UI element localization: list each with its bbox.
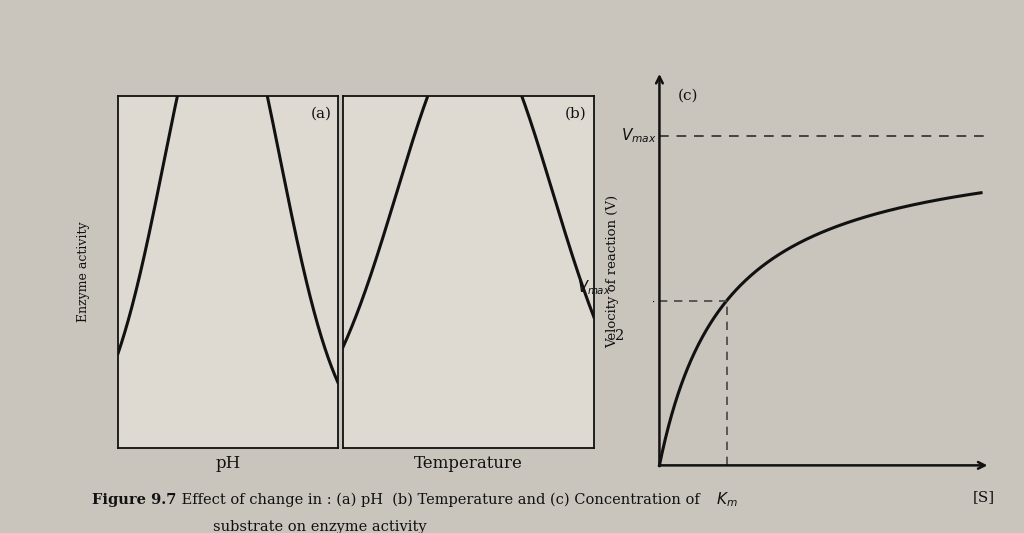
Text: (c): (c): [678, 89, 698, 103]
Text: $V_{max}$: $V_{max}$: [621, 126, 656, 145]
X-axis label: pH: pH: [215, 455, 241, 472]
Text: Figure 9.7: Figure 9.7: [92, 492, 176, 507]
Text: (a): (a): [310, 107, 332, 120]
Text: $K_m$: $K_m$: [716, 490, 737, 509]
X-axis label: Temperature: Temperature: [414, 455, 523, 472]
Text: 2: 2: [615, 329, 625, 343]
Text: $V_{max}$: $V_{max}$: [577, 278, 611, 297]
Text: (b): (b): [564, 107, 587, 120]
Text: substrate on enzyme activity: substrate on enzyme activity: [213, 520, 427, 533]
Text: [S]: [S]: [973, 490, 995, 504]
Text: Velocity of reaction (V): Velocity of reaction (V): [605, 195, 618, 349]
Text: Enzyme activity: Enzyme activity: [78, 222, 90, 322]
Text: Effect of change in : (a) pH  (b) Temperature and (c) Concentration of: Effect of change in : (a) pH (b) Tempera…: [177, 492, 699, 507]
